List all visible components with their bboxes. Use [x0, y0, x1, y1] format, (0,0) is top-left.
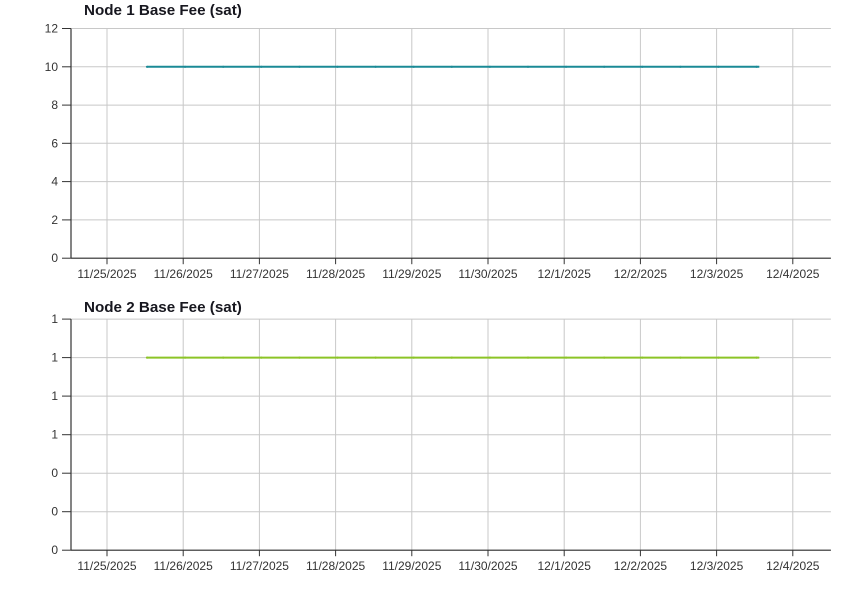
svg-text:11/29/2025: 11/29/2025	[382, 267, 441, 281]
svg-text:6: 6	[51, 136, 58, 150]
svg-text:12/2/2025: 12/2/2025	[614, 559, 668, 573]
svg-text:1: 1	[51, 389, 58, 403]
svg-text:11/25/2025: 11/25/2025	[77, 267, 136, 281]
svg-text:11/27/2025: 11/27/2025	[230, 267, 289, 281]
svg-text:1: 1	[51, 312, 58, 326]
svg-text:12/4/2025: 12/4/2025	[766, 559, 820, 573]
svg-text:11/30/2025: 11/30/2025	[458, 559, 517, 573]
svg-text:11/30/2025: 11/30/2025	[458, 267, 517, 281]
svg-text:12/3/2025: 12/3/2025	[690, 267, 744, 281]
svg-text:12/1/2025: 12/1/2025	[538, 267, 592, 281]
svg-text:11/28/2025: 11/28/2025	[306, 267, 365, 281]
svg-text:0: 0	[51, 543, 58, 557]
svg-text:2: 2	[51, 213, 58, 227]
svg-text:12: 12	[45, 22, 59, 36]
svg-text:8: 8	[51, 98, 58, 112]
svg-text:4: 4	[51, 175, 58, 189]
svg-text:12/4/2025: 12/4/2025	[766, 267, 820, 281]
svg-text:11/27/2025: 11/27/2025	[230, 559, 289, 573]
svg-text:12/1/2025: 12/1/2025	[538, 559, 592, 573]
svg-text:1: 1	[51, 351, 58, 365]
svg-text:0: 0	[51, 466, 58, 480]
svg-text:11/26/2025: 11/26/2025	[154, 559, 213, 573]
svg-text:11/26/2025: 11/26/2025	[154, 267, 213, 281]
svg-text:12/2/2025: 12/2/2025	[614, 267, 668, 281]
svg-text:12/3/2025: 12/3/2025	[690, 559, 744, 573]
svg-text:1: 1	[51, 428, 58, 442]
svg-text:11/25/2025: 11/25/2025	[77, 559, 136, 573]
svg-text:11/29/2025: 11/29/2025	[382, 559, 441, 573]
svg-text:0: 0	[51, 505, 58, 519]
svg-text:11/28/2025: 11/28/2025	[306, 559, 365, 573]
svg-text:10: 10	[45, 60, 59, 74]
svg-text:0: 0	[51, 251, 58, 265]
